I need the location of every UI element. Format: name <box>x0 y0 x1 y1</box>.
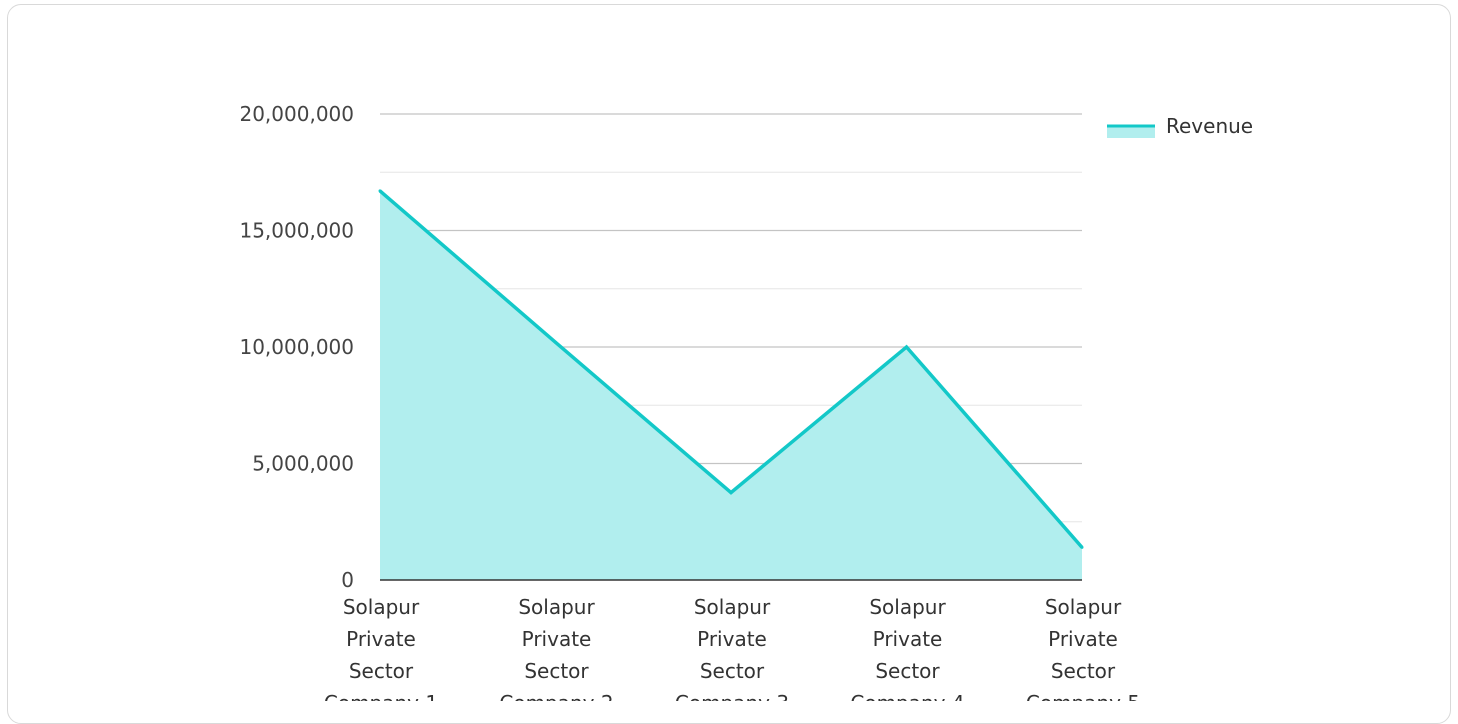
x-axis-category-labels: SolapurPrivateSectorCompany 1 SolapurPriv… <box>324 595 1140 701</box>
legend-swatch-fill <box>1107 126 1155 138</box>
y-tick-label: 5,000,000 <box>252 452 354 476</box>
data-point-4[interactable] <box>905 345 908 349</box>
y-tick-label: 15,000,000 <box>239 219 354 243</box>
x-category-label-3: SolapurPrivateSectorCompany 3 <box>675 595 789 701</box>
data-point-3[interactable] <box>729 491 733 495</box>
x-category-label-1: SolapurPrivateSectorCompany 1 <box>324 595 438 701</box>
y-axis-tick-labels: 0 5,000,000 10,000,000 15,000,000 20,000,000 <box>239 102 354 592</box>
y-tick-label: 20,000,000 <box>239 102 354 126</box>
data-point-2[interactable] <box>554 340 557 344</box>
legend[interactable]: Revenue <box>1107 114 1253 138</box>
chart-card <box>7 4 1451 724</box>
revenue-area-chart: 0 5,000,000 10,000,000 15,000,000 20,000,000… <box>239 102 1253 701</box>
data-point-5[interactable] <box>1080 545 1084 549</box>
x-category-label-5: SolapurPrivateSectorCompany 5 <box>1026 595 1140 701</box>
y-tick-label: 0 <box>341 568 354 592</box>
revenue-area-fill <box>380 190 1082 580</box>
x-category-label-2: SolapurPrivateSectorCompany 2 <box>499 595 613 701</box>
y-tick-label: 10,000,000 <box>239 335 354 359</box>
legend-label-revenue: Revenue <box>1166 114 1253 138</box>
x-category-label-4: SolapurPrivateSectorCompany 4 <box>850 595 964 701</box>
data-points <box>378 189 1084 549</box>
data-point-1[interactable] <box>378 189 382 193</box>
